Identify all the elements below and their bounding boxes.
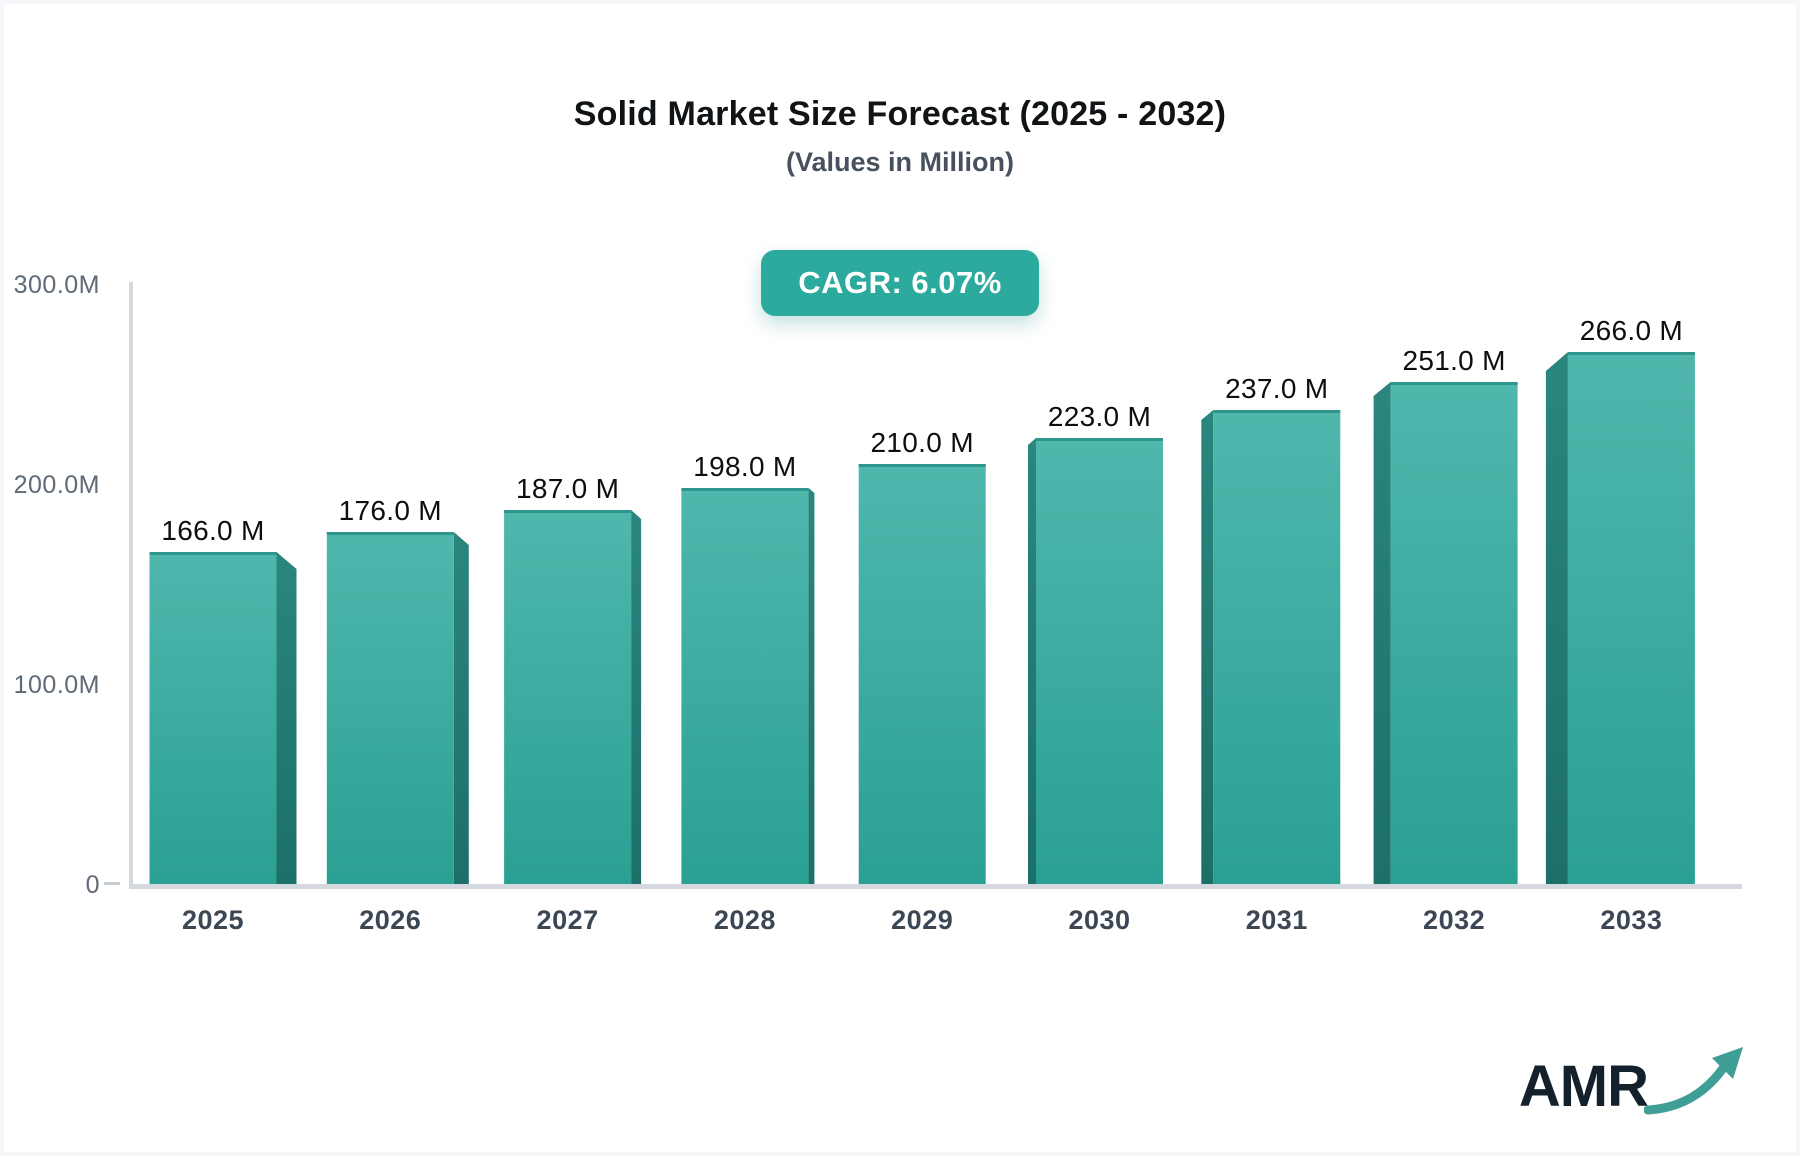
x-axis-label: 2030 bbox=[1068, 905, 1130, 935]
bar-top-edge bbox=[149, 552, 277, 555]
bar-face bbox=[149, 552, 277, 884]
cagr-badge: CAGR: 6.07% bbox=[761, 250, 1039, 316]
bar-face bbox=[1213, 410, 1341, 884]
cagr-badge-wrap: CAGR: 6.07% bbox=[0, 250, 1800, 316]
x-axis-label: 2028 bbox=[714, 905, 776, 935]
bar-value-label: 237.0 M bbox=[1225, 373, 1328, 404]
bar-face bbox=[326, 532, 454, 884]
bar-group-2033: 266.0 M 2033 bbox=[1545, 315, 1695, 935]
bar-face bbox=[1567, 352, 1695, 884]
bar-value-label: 210.0 M bbox=[871, 427, 974, 458]
amr-logo-text: AMR bbox=[1518, 1054, 1649, 1119]
bar-group-2031: 237.0 M 2031 bbox=[1201, 373, 1341, 935]
bar-side-face bbox=[1201, 410, 1214, 884]
bar-value-label: 223.0 M bbox=[1048, 401, 1151, 432]
amr-logo: AMR bbox=[1519, 1046, 1748, 1116]
bar-group-2029: 210.0 M 2029 bbox=[858, 427, 986, 935]
bar-side-face bbox=[276, 552, 297, 884]
bar-group-2026: 176.0 M 2026 bbox=[326, 495, 469, 935]
bar-side-face bbox=[1545, 352, 1568, 884]
bar-top-edge bbox=[1213, 410, 1341, 413]
bar-value-label: 198.0 M bbox=[693, 451, 796, 482]
bar-top-edge bbox=[1390, 382, 1518, 385]
bar-face bbox=[858, 464, 986, 884]
page-subtitle: (Values in Million) bbox=[785, 147, 1015, 177]
bar-side-face bbox=[1373, 382, 1391, 884]
bar-side-face bbox=[808, 488, 815, 884]
bar-side-face bbox=[453, 532, 469, 884]
bar-top-edge bbox=[326, 532, 454, 535]
bar-face bbox=[1390, 382, 1518, 884]
y-tick-label: 300.0M bbox=[14, 271, 100, 299]
x-axis-label: 2033 bbox=[1600, 905, 1662, 935]
zero-tick bbox=[104, 882, 120, 885]
bar-top-edge bbox=[1036, 438, 1163, 441]
x-axis-label: 2025 bbox=[182, 905, 244, 935]
bar-group-2027: 187.0 M 2027 bbox=[504, 473, 642, 935]
y-tick-label: 200.0M bbox=[14, 471, 100, 499]
bar-value-label: 266.0 M bbox=[1580, 315, 1683, 346]
x-axis-label: 2031 bbox=[1246, 905, 1308, 935]
x-axis-label: 2029 bbox=[891, 905, 953, 935]
y-tick-label: 0 bbox=[86, 871, 100, 899]
x-axis-label: 2026 bbox=[359, 905, 421, 935]
bar-face bbox=[504, 510, 632, 884]
y-axis-line bbox=[129, 282, 133, 889]
bar-face bbox=[681, 488, 809, 884]
bar-group-2028: 198.0 M 2028 bbox=[681, 451, 815, 935]
bar-value-label: 176.0 M bbox=[339, 495, 442, 526]
bar-side-face bbox=[631, 510, 642, 884]
bar-side-face bbox=[1028, 438, 1036, 884]
page-title: Solid Market Size Forecast (2025 - 2032) bbox=[573, 95, 1227, 133]
x-axis-label: 2027 bbox=[537, 905, 599, 935]
x-axis-label: 2032 bbox=[1423, 905, 1485, 935]
bar-top-edge bbox=[858, 464, 986, 467]
bar-top-edge bbox=[681, 488, 809, 491]
bar-group-2030: 223.0 M 2030 bbox=[1028, 401, 1163, 935]
bar-value-label: 251.0 M bbox=[1402, 345, 1505, 376]
bar-value-label: 166.0 M bbox=[161, 515, 264, 546]
y-tick-label: 100.0M bbox=[14, 671, 100, 699]
bar-face bbox=[1036, 438, 1163, 884]
bar-group-2032: 251.0 M 2032 bbox=[1373, 345, 1518, 935]
bar-value-label: 187.0 M bbox=[516, 473, 619, 504]
amr-logo-arrow-icon bbox=[1644, 1047, 1743, 1115]
bar-group-2025: 166.0 M 2025 bbox=[149, 515, 297, 935]
bar-top-edge bbox=[1567, 352, 1695, 355]
bar-top-edge bbox=[504, 510, 632, 513]
x-axis-line bbox=[129, 884, 1742, 889]
